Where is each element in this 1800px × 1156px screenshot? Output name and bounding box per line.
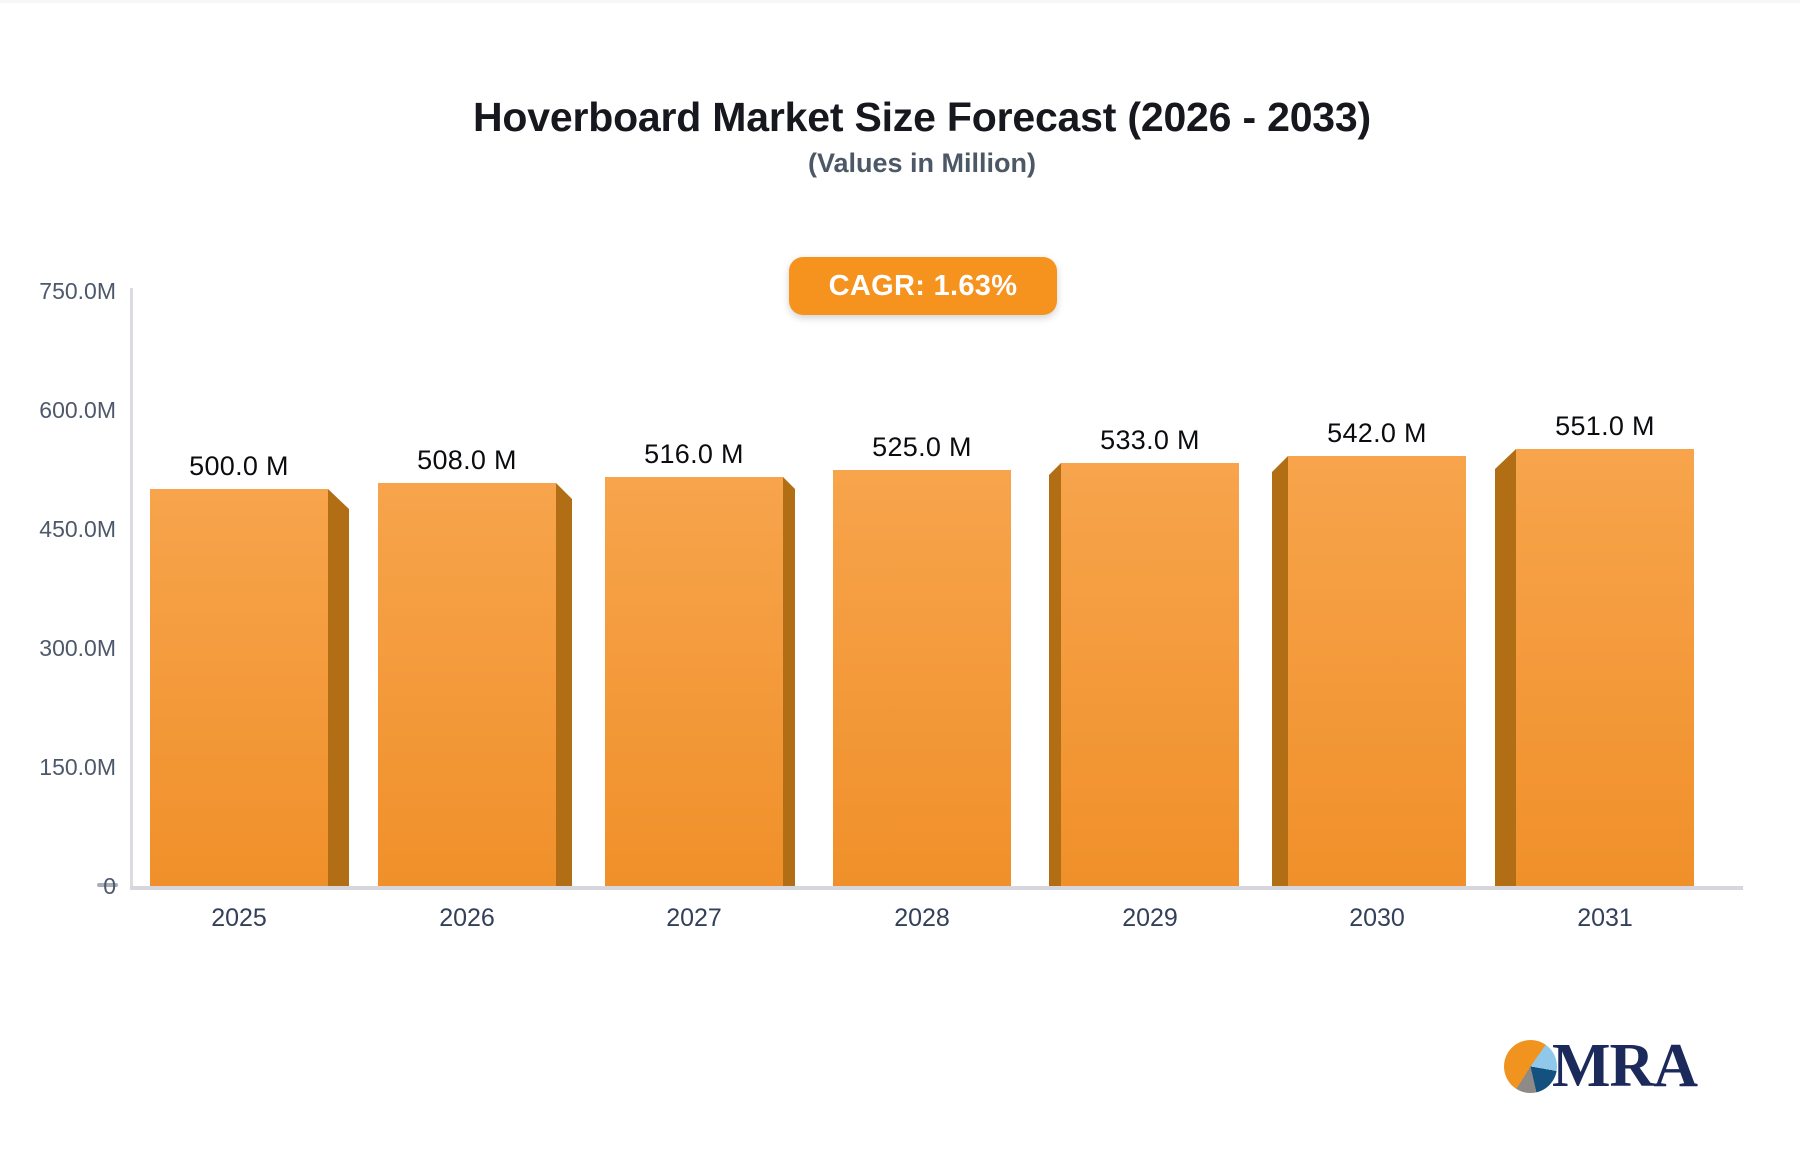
- bar-2029[interactable]: [1061, 463, 1239, 886]
- bar-2025[interactable]: [150, 489, 328, 886]
- zero-tick-mark: [97, 883, 118, 887]
- x-axis-label-2028: 2028: [894, 904, 950, 932]
- x-axis-label-2026: 2026: [439, 904, 495, 932]
- bar-value-label: 516.0 M: [644, 439, 744, 469]
- y-axis-tick-label: 150.0M: [39, 754, 116, 780]
- bar-3d-side: [1049, 463, 1061, 886]
- top-edge-strip: [0, 0, 1800, 3]
- y-axis-tick-label: 450.0M: [39, 516, 116, 542]
- x-axis-label-2027: 2027: [666, 904, 722, 932]
- bar-2030[interactable]: [1288, 456, 1466, 886]
- bar-3d-side: [328, 489, 349, 886]
- pie-chart-logo-icon: [1504, 1040, 1557, 1093]
- bar-3d-side: [1272, 456, 1288, 886]
- bar-2027[interactable]: [605, 477, 783, 886]
- chart-title: Hoverboard Market Size Forecast (2026 - …: [473, 94, 1371, 140]
- bar-value-label: 500.0 M: [189, 451, 289, 481]
- y-axis-tick-label: 750.0M: [39, 278, 116, 304]
- cagr-badge-label: CAGR: 1.63%: [828, 269, 1018, 302]
- y-axis-tick-label: 0: [103, 873, 116, 899]
- bar-value-label: 533.0 M: [1100, 425, 1200, 455]
- bar-2026[interactable]: [378, 483, 556, 886]
- bar-2031[interactable]: [1516, 449, 1694, 886]
- cagr-badge: CAGR: 1.63%: [789, 257, 1057, 315]
- bar-3d-side: [1495, 449, 1516, 886]
- x-axis-label-2025: 2025: [211, 904, 267, 932]
- bar-value-label: 525.0 M: [872, 432, 972, 462]
- mra-logo[interactable]: MRA: [1504, 1032, 1698, 1100]
- chart-subtitle: (Values in Million): [807, 148, 1037, 178]
- x-axis-label-2031: 2031: [1577, 904, 1633, 932]
- bar-3d-side: [556, 483, 572, 886]
- x-axis-label-2029: 2029: [1122, 904, 1178, 932]
- y-axis-line: [130, 288, 133, 888]
- bar-value-label: 551.0 M: [1555, 411, 1655, 441]
- mra-logo-text: MRA: [1552, 1032, 1698, 1100]
- x-axis-baseline: [130, 886, 1743, 890]
- bar-value-label: 508.0 M: [417, 445, 517, 475]
- bar-value-label: 542.0 M: [1327, 418, 1427, 448]
- y-axis-tick-label: 600.0M: [39, 397, 116, 423]
- bar-2028[interactable]: [833, 470, 1011, 886]
- y-axis-tick-label: 300.0M: [39, 635, 116, 661]
- x-axis-label-2030: 2030: [1349, 904, 1405, 932]
- bar-3d-side: [783, 477, 795, 886]
